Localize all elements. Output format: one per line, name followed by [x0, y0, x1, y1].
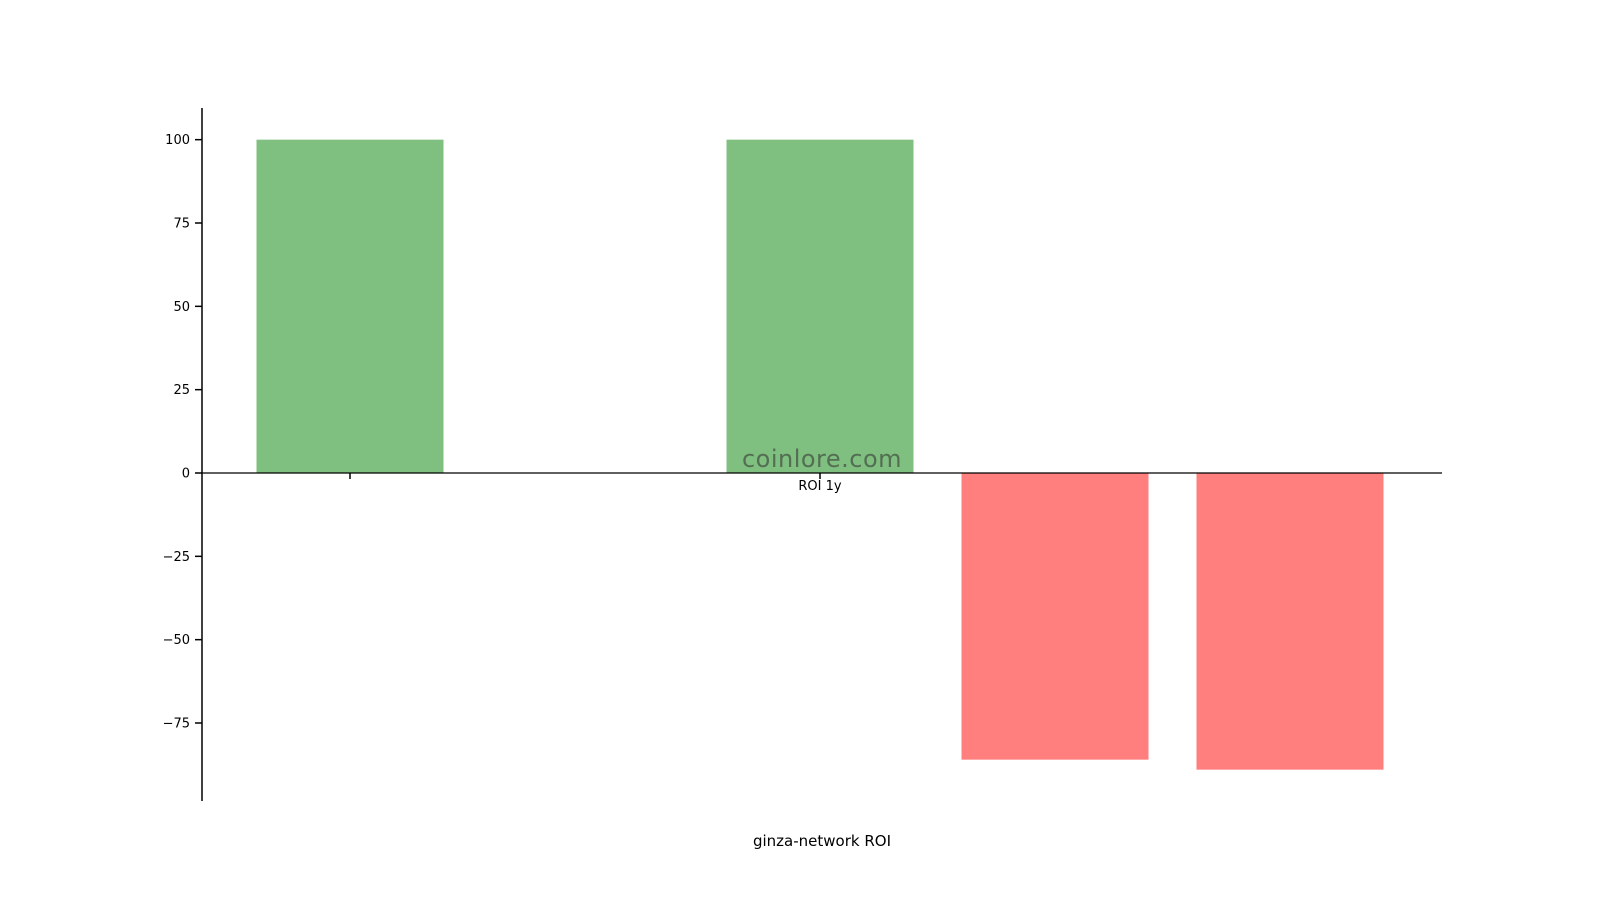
- y-tick-label: −50: [163, 633, 190, 648]
- y-tick-label: −75: [163, 717, 190, 732]
- y-tick-label: 25: [173, 383, 190, 398]
- y-tick-label: 100: [165, 133, 190, 148]
- x-tick-label: ROI 1y: [798, 479, 842, 494]
- y-tick-label: 75: [173, 217, 190, 232]
- bar-4: [1196, 473, 1384, 770]
- chart-caption: ginza-network ROI: [752, 832, 891, 850]
- y-tick-label: 0: [182, 467, 190, 482]
- y-tick-label: −25: [163, 550, 190, 565]
- bar-0: [256, 139, 444, 473]
- bar-2: [726, 139, 914, 473]
- bar-3: [961, 473, 1149, 760]
- y-tick-label: 50: [173, 300, 190, 315]
